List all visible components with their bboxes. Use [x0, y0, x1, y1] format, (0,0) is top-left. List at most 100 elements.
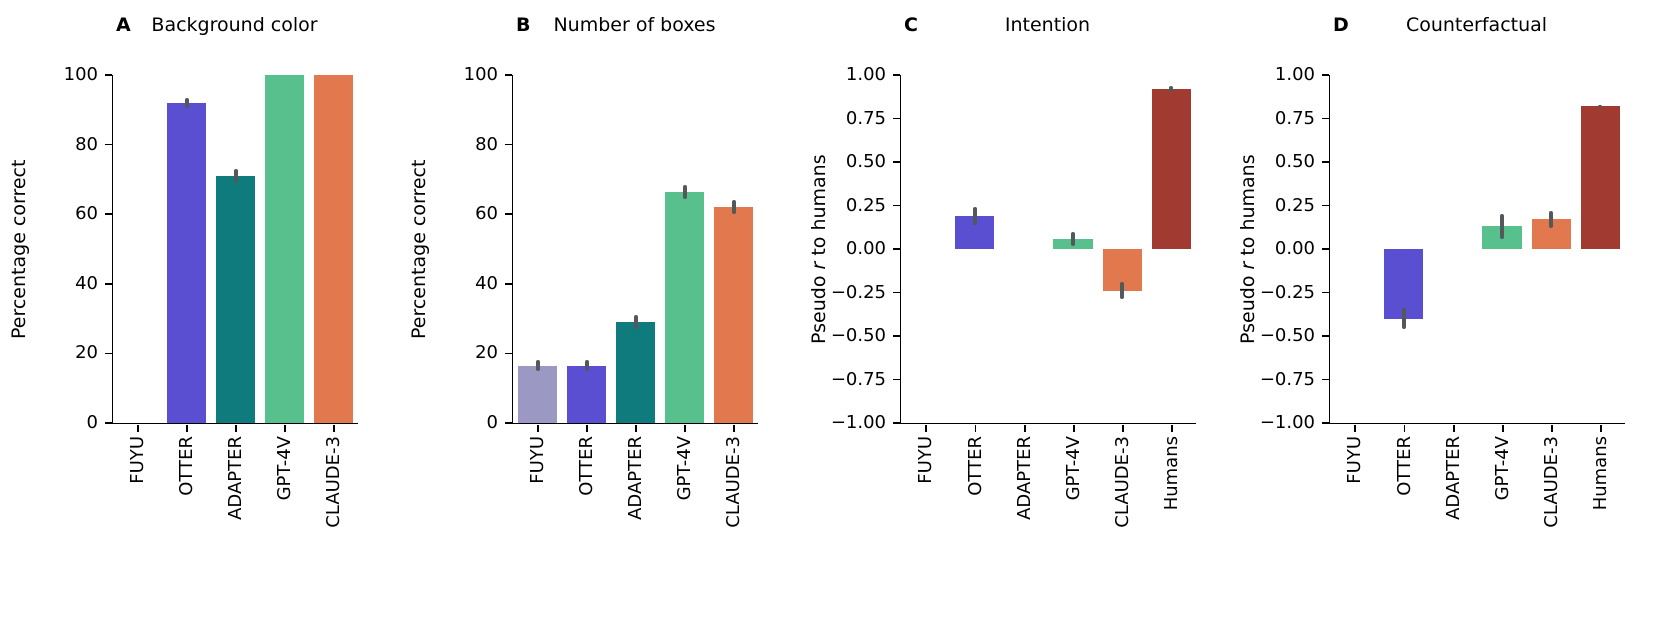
- panel-header: A Background color: [112, 14, 357, 36]
- error-bar: [1549, 210, 1554, 229]
- x-tick-mark: [235, 424, 238, 432]
- error-bar: [584, 360, 589, 371]
- panel-header: D Counterfactual: [1329, 14, 1624, 36]
- x-tick-label: Humans: [1161, 436, 1183, 511]
- y-tick-label: −0.50: [1259, 325, 1315, 346]
- x-tick-label: GPT-4V: [674, 436, 696, 501]
- y-axis-label-text: Percentage correct: [8, 159, 30, 339]
- panel-c: C Intention Pseudo r to humans −1.00 −0.75 −0…: [800, 0, 1229, 623]
- y-tick-mark: [893, 117, 900, 120]
- y-tick-label: 0.50: [845, 151, 886, 172]
- y-tick-label: 40: [475, 272, 498, 294]
- bar-gpt-4v: [664, 191, 705, 423]
- y-tick-mark: [505, 282, 512, 285]
- y-tick-mark: [105, 352, 112, 355]
- y-tick-label: 1.00: [1274, 64, 1315, 85]
- y-tick-mark: [1322, 291, 1329, 294]
- panel-title: Intention: [1004, 14, 1091, 36]
- y-tick-label: 0: [486, 412, 498, 433]
- x-tick-label: ADAPTER: [1013, 436, 1035, 520]
- panel-letter: C: [904, 14, 918, 36]
- y-tick-label: 20: [75, 342, 98, 364]
- panel-title: Number of boxes: [553, 14, 716, 36]
- panel-letter: A: [116, 14, 131, 36]
- y-axis-label-text: r: [808, 261, 830, 270]
- x-tick-mark: [1452, 424, 1455, 432]
- y-tick-label: 0.75: [845, 107, 886, 129]
- x-tick-mark: [733, 424, 736, 432]
- bar-humans: [1151, 88, 1192, 249]
- y-tick-label: 0.25: [845, 194, 886, 216]
- y-tick-mark: [105, 422, 112, 424]
- panel-a: A Background color Percentage correct 0 20 40…: [0, 0, 400, 623]
- y-tick-label: 0.75: [1274, 107, 1315, 129]
- y-tick-mark: [505, 352, 512, 355]
- x-tick-label: OTTER: [176, 436, 198, 496]
- error-bar: [184, 97, 189, 109]
- y-tick-mark: [505, 213, 512, 216]
- x-tick-label: CLAUDE-3: [1541, 436, 1563, 528]
- x-tick-mark: [537, 424, 540, 432]
- y-tick-mark: [1322, 378, 1329, 381]
- bar-adapter: [215, 175, 256, 423]
- error-bar: [972, 207, 977, 225]
- bar-otter: [1384, 249, 1424, 319]
- error-bar: [233, 168, 238, 183]
- y-axis-label-text: r: [1237, 261, 1259, 270]
- error-bar: [633, 315, 638, 330]
- bar-claude-3: [313, 75, 354, 423]
- bar-fuyu: [517, 365, 558, 423]
- y-tick-label: −0.25: [830, 281, 886, 303]
- x-tick-mark: [333, 424, 336, 432]
- y-tick-label: 60: [475, 203, 498, 225]
- bar-gpt-4v: [264, 75, 305, 423]
- y-tick-mark: [505, 422, 512, 424]
- panel-letter: B: [516, 14, 531, 36]
- y-tick-mark: [105, 143, 112, 146]
- x-tick-label: GPT-4V: [274, 436, 296, 501]
- y-tick-label: 0.00: [1274, 238, 1315, 259]
- y-axis-label: Percentage correct: [406, 75, 432, 423]
- x-tick-mark: [1171, 424, 1174, 432]
- error-bar: [1120, 282, 1125, 300]
- panel-header: C Intention: [900, 14, 1195, 36]
- x-tick-mark: [1403, 424, 1406, 432]
- x-tick-label: GPT-4V: [1062, 436, 1084, 501]
- x-tick-mark: [1023, 424, 1026, 432]
- y-tick-mark: [893, 204, 900, 207]
- y-tick-mark: [1322, 204, 1329, 207]
- y-tick-mark: [505, 74, 512, 76]
- panel-letter: D: [1333, 14, 1349, 36]
- x-tick-mark: [586, 424, 589, 432]
- error-bar: [1169, 86, 1174, 92]
- y-tick-label: 20: [475, 342, 498, 364]
- y-tick-label: 100: [63, 64, 98, 85]
- y-tick-mark: [893, 378, 900, 381]
- x-tick-mark: [974, 424, 977, 432]
- x-tick-label: Humans: [1590, 436, 1612, 511]
- y-tick-label: −0.50: [830, 325, 886, 346]
- y-tick-label: −0.25: [1259, 281, 1315, 303]
- y-tick-mark: [505, 143, 512, 146]
- x-tick-mark: [1354, 424, 1357, 432]
- x-tick-label: FUYU: [915, 436, 937, 484]
- plot-area: [512, 75, 758, 424]
- y-tick-mark: [1322, 248, 1329, 250]
- error-bar: [1500, 214, 1505, 239]
- x-tick-label: OTTER: [964, 436, 986, 496]
- x-tick-mark: [284, 424, 287, 432]
- bar-claude-3: [713, 207, 754, 423]
- x-tick-label: CLAUDE-3: [323, 436, 345, 528]
- y-tick-label: 80: [75, 133, 98, 155]
- y-tick-label: −0.75: [830, 368, 886, 390]
- y-tick-label: 100: [463, 64, 498, 85]
- y-tick-mark: [893, 161, 900, 163]
- y-tick-mark: [105, 74, 112, 76]
- error-bar: [682, 184, 687, 199]
- y-tick-mark: [1322, 335, 1329, 337]
- y-tick-label: 0.50: [1274, 151, 1315, 172]
- plot-area: [1329, 75, 1625, 424]
- x-tick-mark: [684, 424, 687, 432]
- y-tick-label: −1.00: [1259, 412, 1315, 433]
